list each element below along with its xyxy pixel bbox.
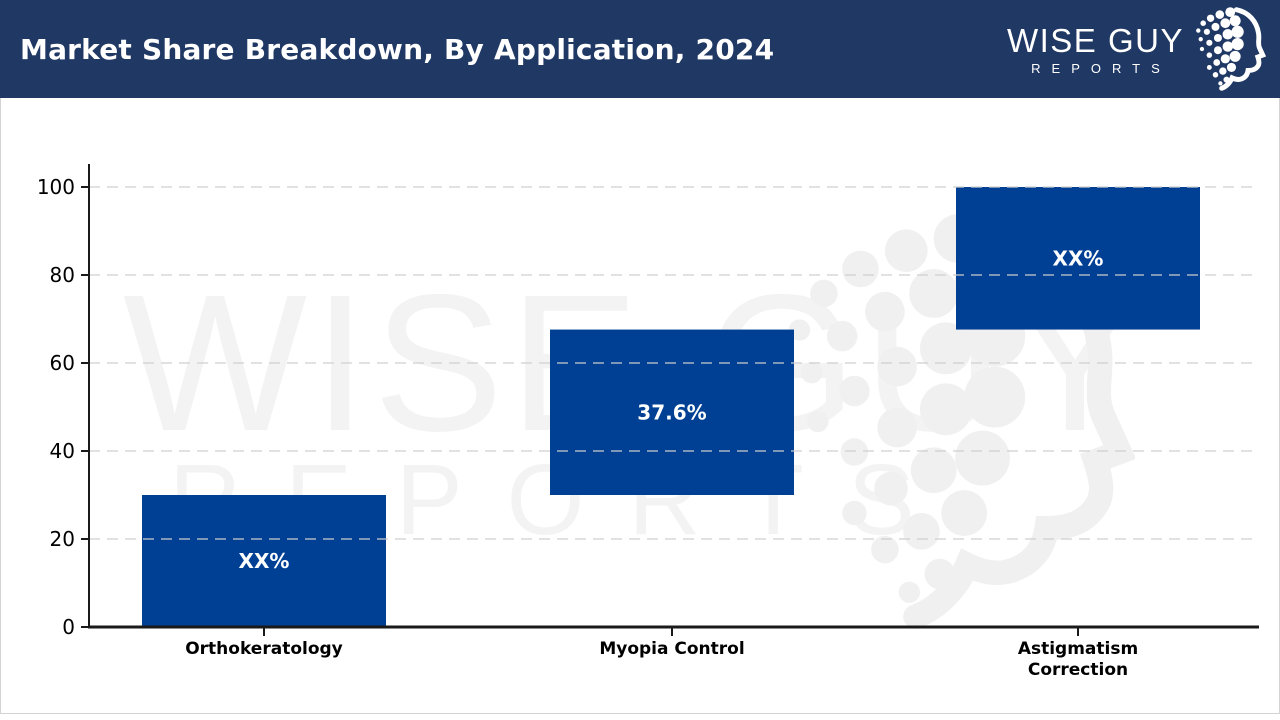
x-category-label-3: Astigmatism Correction — [1018, 639, 1138, 680]
bar-3 — [956, 187, 1200, 330]
bar-2 — [550, 329, 794, 495]
chart-card: WISE GUY REPORTS XX%37.6%XX%020406080100… — [0, 98, 1280, 714]
page-title: Market Share Breakdown, By Application, … — [20, 32, 775, 66]
logo-wordmark: WISE GUY — [1006, 21, 1184, 59]
wise-guy-logo: WISE GUY REPORTS — [1007, 6, 1266, 92]
bar-label-3: XX% — [1053, 246, 1104, 270]
x-category-label-1: Orthokeratology — [185, 639, 343, 659]
bar-label-2: 37.6% — [637, 400, 706, 424]
logo-face-icon — [1192, 6, 1266, 92]
y-tick-label-100: 100 — [37, 175, 75, 199]
x-category-label-2: Myopia Control — [599, 639, 744, 659]
y-tick-label-20: 20 — [50, 527, 75, 551]
y-tick-label-80: 80 — [50, 263, 75, 287]
logo-text: WISE GUY REPORTS — [1007, 24, 1184, 75]
logo-subtitle: REPORTS — [1031, 60, 1171, 76]
y-tick-label-0: 0 — [62, 615, 75, 639]
bar-chart: XX% 37.6% XX% 0 20 40 60 80 100 Orthokeratology My… — [37, 164, 1259, 680]
y-tick-label-60: 60 — [50, 351, 75, 375]
bar-label-1: XX% — [239, 549, 290, 573]
header-bar: Market Share Breakdown, By Application, … — [0, 0, 1280, 98]
bar-1 — [142, 495, 386, 627]
y-tick-label-40: 40 — [50, 439, 75, 463]
